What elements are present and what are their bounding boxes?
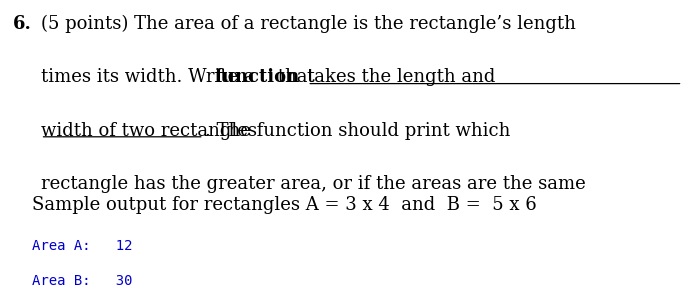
Text: times its width. Write a: times its width. Write a [41,68,260,86]
Text: rectangle has the greater area, or if the areas are the same: rectangle has the greater area, or if th… [41,175,585,193]
Text: . The function should print which: . The function should print which [205,122,510,140]
Text: Sample output for rectangles A = 3 x 4  and  B =  5 x 6: Sample output for rectangles A = 3 x 4 a… [32,196,536,214]
Text: that: that [272,68,321,86]
Text: Area B:   30: Area B: 30 [32,274,132,288]
Text: function: function [214,68,300,86]
Text: Area A:   12: Area A: 12 [32,239,132,253]
Text: takes the length and: takes the length and [307,68,496,86]
Text: (5 points) The area of a rectangle is the rectangle’s length: (5 points) The area of a rectangle is th… [41,15,575,33]
Text: width of two rectangles: width of two rectangles [41,122,257,140]
Text: 6.: 6. [13,15,32,33]
